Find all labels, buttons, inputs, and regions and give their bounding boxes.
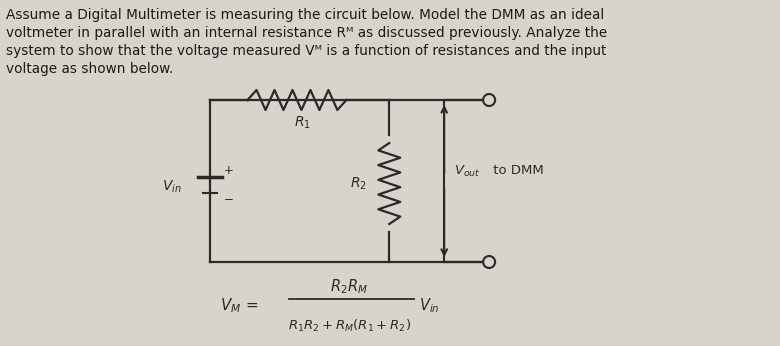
Text: $R_1R_2+R_M(R_1+R_2)$: $R_1R_2+R_M(R_1+R_2)$ bbox=[288, 318, 411, 334]
Text: voltmeter in parallel with an internal resistance Rᴹ as discussed previously. An: voltmeter in parallel with an internal r… bbox=[6, 26, 608, 40]
Text: Assume a Digital Multimeter is measuring the circuit below. Model the DMM as an : Assume a Digital Multimeter is measuring… bbox=[6, 8, 604, 22]
Text: $R_2R_M$: $R_2R_M$ bbox=[331, 277, 368, 296]
Text: $V_{out}$: $V_{out}$ bbox=[454, 163, 480, 179]
Text: voltage as shown below.: voltage as shown below. bbox=[6, 62, 173, 76]
Text: $V_{in}$: $V_{in}$ bbox=[161, 179, 182, 195]
Text: $R_1$: $R_1$ bbox=[293, 115, 310, 131]
Text: $R_2$: $R_2$ bbox=[350, 175, 367, 192]
Text: system to show that the voltage measured Vᴹ is a function of resistances and the: system to show that the voltage measured… bbox=[6, 44, 606, 58]
Text: $V_M\,=$: $V_M\,=$ bbox=[220, 297, 258, 315]
Text: +: + bbox=[224, 164, 233, 177]
Text: to DMM: to DMM bbox=[489, 164, 544, 177]
Text: $V_{in}$: $V_{in}$ bbox=[419, 297, 440, 315]
Text: −: − bbox=[224, 192, 233, 206]
Circle shape bbox=[483, 256, 495, 268]
Circle shape bbox=[483, 94, 495, 106]
